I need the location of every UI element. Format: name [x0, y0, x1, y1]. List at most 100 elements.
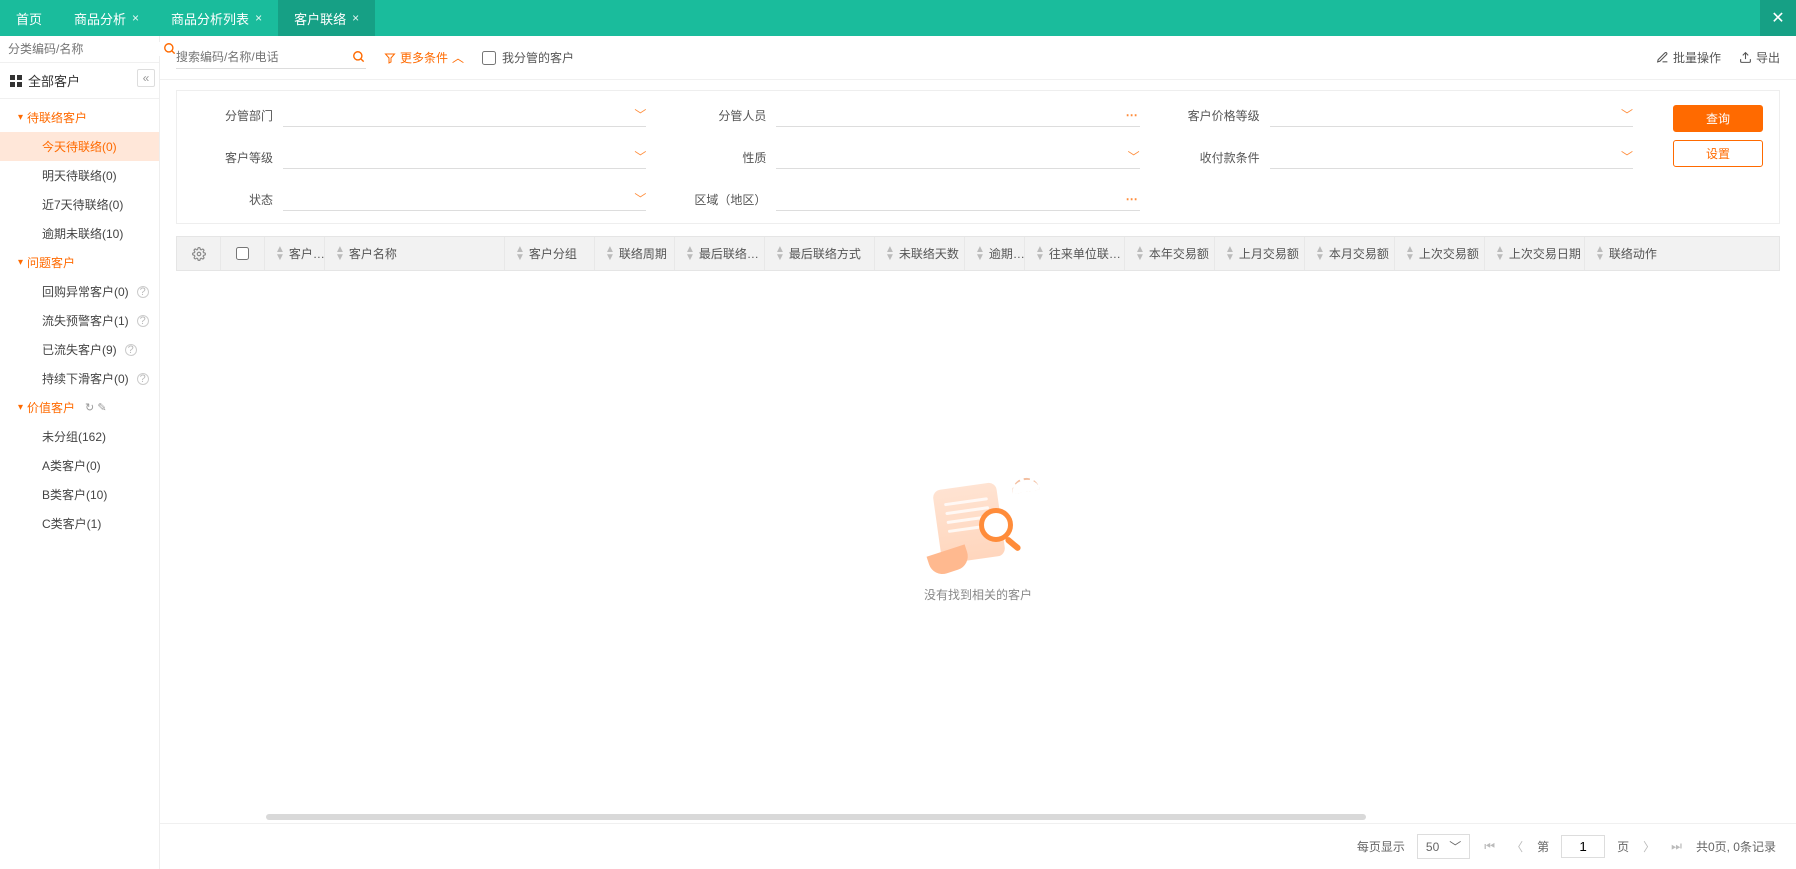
- table-column-header[interactable]: ▲▼最后联络方式: [765, 237, 875, 270]
- tab-2[interactable]: 商品分析列表 ×: [155, 0, 278, 36]
- table-column-header[interactable]: ▲▼逾期…: [965, 237, 1025, 270]
- filter-panel: 分管部门﹀ 分管人员⋯ 客户价格等级﹀ 查询 设置 客户等级﹀ 性质﹀ 收付款条…: [176, 90, 1780, 224]
- export-label: 导出: [1756, 49, 1780, 66]
- tree-group-value[interactable]: ▾价值客户↻ ✎: [0, 393, 159, 422]
- table-column-header[interactable]: ▲▼最后联络…: [675, 237, 765, 270]
- tree-group-pending[interactable]: ▾待联络客户: [0, 103, 159, 132]
- tree-item[interactable]: 逾期未联络(10): [0, 219, 159, 248]
- page-last-button[interactable]: ⏭: [1669, 839, 1684, 854]
- query-button[interactable]: 查询: [1673, 105, 1763, 132]
- tree-item[interactable]: 已流失客户(9)?: [0, 335, 159, 364]
- more-filters-toggle[interactable]: 更多条件 ︿: [384, 49, 464, 66]
- sort-icon: ▲▼: [1135, 246, 1145, 262]
- grid-icon: [10, 75, 22, 87]
- tree-item[interactable]: B类客户(10): [0, 480, 159, 509]
- batch-action-button[interactable]: 批量操作: [1656, 49, 1721, 66]
- sort-icon: ▲▼: [1315, 246, 1325, 262]
- page-first-button[interactable]: ⏮: [1482, 839, 1497, 854]
- chevron-down-icon: ﹀: [1128, 148, 1140, 165]
- tree-item[interactable]: 持续下滑客户(0)?: [0, 364, 159, 393]
- table-column-header[interactable]: ▲▼未联络天数: [875, 237, 965, 270]
- table-column-header[interactable]: ▲▼本月交易额: [1305, 237, 1395, 270]
- tree-item[interactable]: 未分组(162): [0, 422, 159, 451]
- column-label: 联络动作: [1609, 245, 1657, 262]
- collapse-sidebar-button[interactable]: «: [137, 69, 155, 87]
- tree-group-label: 待联络客户: [27, 109, 87, 126]
- tree-item-label: A类客户(0): [42, 457, 101, 474]
- sidebar-search: [0, 36, 159, 63]
- page-input[interactable]: [1561, 835, 1605, 858]
- close-icon[interactable]: ×: [132, 11, 139, 25]
- empty-illustration: [923, 480, 1033, 570]
- caret-down-icon: ▾: [18, 402, 23, 413]
- help-icon[interactable]: ?: [137, 373, 149, 385]
- tree-item[interactable]: 流失预警客户(1)?: [0, 306, 159, 335]
- filter-region-select[interactable]: ⋯: [776, 187, 1139, 211]
- table-column-header[interactable]: ▲▼客户名称: [325, 237, 505, 270]
- filter-price-level-select[interactable]: ﹀: [1270, 103, 1633, 127]
- search-icon[interactable]: [352, 50, 366, 64]
- tab-3[interactable]: 客户联络 ×: [278, 0, 375, 36]
- my-customers-checkbox[interactable]: 我分管的客户: [482, 49, 574, 66]
- tab-1[interactable]: 商品分析 ×: [58, 0, 155, 36]
- column-label: 客户…: [289, 245, 325, 262]
- tree-item[interactable]: 回购异常客户(0)?: [0, 277, 159, 306]
- table-settings-button[interactable]: [177, 237, 221, 270]
- filter-pay-terms-select[interactable]: ﹀: [1270, 145, 1633, 169]
- filter-status-select[interactable]: ﹀: [283, 187, 646, 211]
- settings-button[interactable]: 设置: [1673, 140, 1763, 167]
- page-prefix: 第: [1537, 838, 1549, 855]
- close-icon[interactable]: ×: [352, 11, 359, 25]
- table-column-header[interactable]: ▲▼本年交易额: [1125, 237, 1215, 270]
- filter-label-cust-level: 客户等级: [193, 149, 273, 166]
- table-column-header[interactable]: ▲▼联络周期: [595, 237, 675, 270]
- tab-label: 商品分析列表: [171, 9, 249, 28]
- export-button[interactable]: 导出: [1739, 49, 1780, 66]
- per-page-value: 50: [1426, 840, 1439, 854]
- tree-item[interactable]: A类客户(0): [0, 451, 159, 480]
- tab-0[interactable]: 首页: [0, 0, 58, 36]
- tab-label: 商品分析: [74, 9, 126, 28]
- filter-cust-level-select[interactable]: ﹀: [283, 145, 646, 169]
- close-icon[interactable]: ×: [255, 11, 262, 25]
- table-column-header[interactable]: ▲▼往来单位联…: [1025, 237, 1125, 270]
- table-column-header[interactable]: ▲▼联络动作: [1585, 237, 1665, 270]
- help-icon[interactable]: ?: [125, 344, 137, 356]
- table-column-header[interactable]: ▲▼上月交易额: [1215, 237, 1305, 270]
- tree-item[interactable]: C类客户(1): [0, 509, 159, 538]
- tree-group-tools[interactable]: ↻ ✎: [85, 401, 107, 414]
- page-prev-button[interactable]: 〈: [1509, 838, 1525, 855]
- close-all-tabs-button[interactable]: ✕: [1760, 0, 1796, 36]
- page-next-button[interactable]: 〉: [1641, 838, 1657, 855]
- filter-nature-select[interactable]: ﹀: [776, 145, 1139, 169]
- table-column-header[interactable]: ▲▼上次交易额: [1395, 237, 1485, 270]
- tab-label: 客户联络: [294, 9, 346, 28]
- help-icon[interactable]: ?: [137, 286, 149, 298]
- table-column-header[interactable]: ▲▼客户分组: [505, 237, 595, 270]
- horizontal-scrollbar[interactable]: [176, 811, 1780, 823]
- table-column-header[interactable]: ▲▼上次交易日期: [1485, 237, 1585, 270]
- sidebar-all-customers[interactable]: 全部客户 «: [0, 63, 159, 99]
- tree-item-label: 回购异常客户(0): [42, 283, 129, 300]
- filter-label-nature: 性质: [686, 149, 766, 166]
- tree-group-problem[interactable]: ▾问题客户: [0, 248, 159, 277]
- table-column-header[interactable]: ▲▼客户…: [265, 237, 325, 270]
- tree-item[interactable]: 近7天待联络(0): [0, 190, 159, 219]
- filter-person-select[interactable]: ⋯: [776, 103, 1139, 127]
- per-page-select[interactable]: 50 ﹀: [1417, 834, 1470, 859]
- main-search-input[interactable]: [176, 46, 352, 68]
- main-panel: 更多条件 ︿ 我分管的客户 批量操作 导出 分管部门﹀ 分管人员⋯ 客户价格等级…: [160, 36, 1796, 869]
- ellipsis-icon: ⋯: [1126, 192, 1140, 206]
- tree-item[interactable]: 明天待联络(0): [0, 161, 159, 190]
- filter-dept-select[interactable]: ﹀: [283, 103, 646, 127]
- sort-icon: ▲▼: [335, 246, 345, 262]
- help-icon[interactable]: ?: [137, 315, 149, 327]
- my-customers-checkbox-input[interactable]: [482, 51, 496, 65]
- sort-icon: ▲▼: [515, 246, 525, 262]
- tree-item[interactable]: 今天待联络(0): [0, 132, 159, 161]
- column-label: 客户分组: [529, 245, 577, 262]
- chevron-down-icon: ﹀: [1621, 148, 1633, 165]
- sidebar-search-input[interactable]: [8, 42, 163, 56]
- chevron-down-icon: ﹀: [1621, 106, 1633, 123]
- select-all-checkbox[interactable]: [221, 237, 265, 270]
